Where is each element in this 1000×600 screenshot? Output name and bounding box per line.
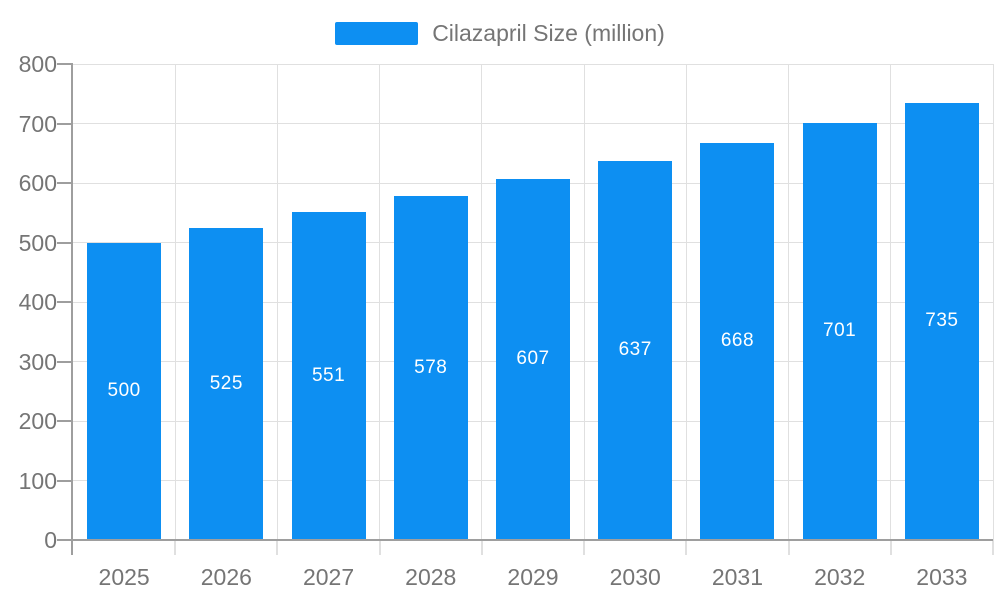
bar[interactable] <box>291 212 366 540</box>
bar-value-label: 500 <box>107 380 141 402</box>
y-axis-line <box>71 64 73 555</box>
x-axis-label: 2025 <box>98 564 150 590</box>
x-gridline <box>481 64 483 540</box>
y-axis-label: 800 <box>18 51 57 77</box>
bar[interactable] <box>393 196 468 540</box>
y-tick <box>57 301 73 303</box>
x-gridline <box>379 64 381 540</box>
x-tick <box>685 540 688 555</box>
x-axis-label: 2032 <box>814 564 866 590</box>
y-axis-label: 300 <box>18 348 57 375</box>
x-gridline <box>890 64 892 540</box>
y-tick <box>57 479 73 482</box>
y-tick <box>57 182 73 184</box>
y-axis-label: 500 <box>18 229 57 256</box>
x-tick <box>889 540 892 555</box>
x-gridline <box>992 64 994 540</box>
x-axis-label: 2031 <box>711 564 764 590</box>
x-gridline <box>788 64 790 540</box>
bar[interactable] <box>87 242 162 540</box>
x-gridline <box>276 64 278 540</box>
bar-value-label: 701 <box>823 320 857 342</box>
bar-value-label: 551 <box>311 365 346 387</box>
legend-swatch <box>335 22 419 45</box>
bar[interactable] <box>598 160 673 540</box>
x-axis-label: 2029 <box>507 564 559 590</box>
y-gridline <box>73 123 993 124</box>
x-tick <box>174 540 177 555</box>
y-axis-label: 400 <box>18 289 57 315</box>
bar-value-label: 607 <box>516 348 550 370</box>
y-tick <box>57 122 73 125</box>
x-axis-line <box>73 539 993 541</box>
y-axis-label: 600 <box>18 170 57 196</box>
bar[interactable] <box>802 122 877 540</box>
x-tick <box>276 540 279 555</box>
x-gridline <box>583 64 585 540</box>
y-axis-label: 100 <box>18 467 57 494</box>
bar-value-label: 637 <box>618 339 652 361</box>
y-tick <box>57 241 73 244</box>
x-axis-label: 2028 <box>405 564 457 590</box>
x-tick <box>378 540 381 555</box>
bar-value-label: 578 <box>414 357 448 379</box>
y-axis-label: 200 <box>18 408 57 434</box>
bar-value-label: 668 <box>720 330 755 352</box>
bar[interactable] <box>496 178 570 540</box>
x-axis-label: 2033 <box>916 564 968 590</box>
bar-value-label: 735 <box>925 310 959 332</box>
x-axis-label: 2026 <box>200 564 252 590</box>
bar[interactable] <box>904 102 979 540</box>
legend[interactable]: Cilazapril Size (million) <box>0 20 1000 47</box>
bar-value-label: 525 <box>209 372 243 394</box>
bar[interactable] <box>700 142 775 540</box>
x-tick <box>583 540 586 555</box>
x-tick <box>992 540 994 555</box>
x-gridline <box>174 64 176 540</box>
y-tick <box>57 539 73 541</box>
y-axis-label: 700 <box>18 110 57 137</box>
legend-label: Cilazapril Size (million) <box>432 20 665 46</box>
x-gridline <box>685 64 687 540</box>
y-tick <box>57 63 73 65</box>
x-axis-label: 2030 <box>609 564 661 590</box>
x-axis-label: 2027 <box>302 564 355 590</box>
y-axis-label: 0 <box>44 527 57 553</box>
x-tick <box>787 540 790 555</box>
x-tick <box>480 540 483 555</box>
bar[interactable] <box>189 227 264 540</box>
y-tick <box>57 420 73 422</box>
y-tick <box>57 360 73 363</box>
y-gridline <box>73 63 993 65</box>
